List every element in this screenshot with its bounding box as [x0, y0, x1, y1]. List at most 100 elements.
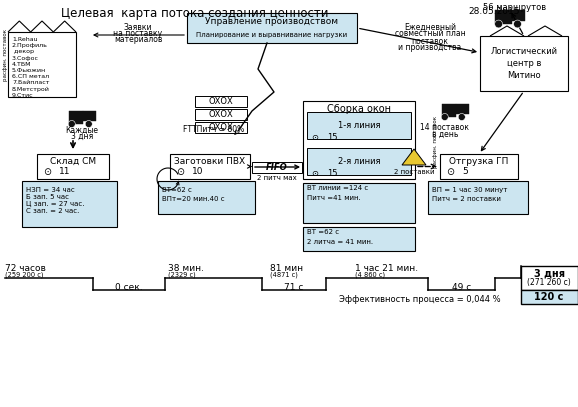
- Text: 0 сек.: 0 сек.: [115, 282, 143, 291]
- Circle shape: [495, 20, 502, 28]
- Text: Управление производством: Управление производством: [205, 18, 339, 26]
- Text: 49 с: 49 с: [453, 282, 472, 291]
- Text: декор: декор: [12, 49, 34, 55]
- Text: НЗП = 34 час: НЗП = 34 час: [26, 187, 75, 193]
- Text: Ц зап. = 27 час.: Ц зап. = 27 час.: [26, 201, 84, 207]
- Bar: [158, 181, 255, 214]
- Bar: [457, 105, 469, 114]
- Text: Питч = 2 поставки: Питч = 2 поставки: [432, 196, 501, 202]
- Text: 28.05.2015: 28.05.2015: [468, 7, 520, 16]
- Text: 1 час 21 мин.: 1 час 21 мин.: [355, 264, 418, 273]
- Text: и производства: и производства: [398, 44, 462, 53]
- Text: 3 дня: 3 дня: [533, 268, 565, 278]
- Circle shape: [441, 114, 449, 120]
- Text: Сборка окон: Сборка окон: [327, 104, 391, 114]
- Text: (259 200 с): (259 200 с): [5, 271, 43, 278]
- Bar: [303, 227, 415, 251]
- Text: 15: 15: [327, 169, 338, 179]
- Text: 2 питч мах: 2 питч мах: [257, 175, 297, 181]
- Text: Планирование и выравнивание нагрузки: Планирование и выравнивание нагрузки: [197, 32, 347, 37]
- Text: 6.СП метал: 6.СП метал: [12, 74, 49, 79]
- Text: Ежедневный: Ежедневный: [404, 22, 456, 31]
- Text: С зап. = 2 час.: С зап. = 2 час.: [26, 208, 79, 214]
- Text: Митино: Митино: [507, 71, 541, 80]
- Bar: [428, 181, 528, 214]
- Bar: [521, 266, 578, 290]
- Bar: [303, 101, 415, 179]
- Text: 81 мин: 81 мин: [270, 264, 303, 273]
- Text: ОХОХ: ОХОХ: [209, 110, 234, 119]
- Text: (4871 с): (4871 с): [270, 271, 298, 278]
- Text: 71 с: 71 с: [284, 282, 303, 291]
- Text: материалов: материалов: [114, 35, 162, 44]
- Text: ВТ =62 с: ВТ =62 с: [307, 229, 339, 235]
- Bar: [8, 32, 76, 97]
- Text: FIFO: FIFO: [266, 163, 288, 172]
- Bar: [69, 112, 83, 124]
- Text: 5: 5: [462, 168, 468, 177]
- Text: 2-я линия: 2-я линия: [338, 157, 380, 166]
- Text: 4.ТБМ: 4.ТБМ: [12, 62, 31, 67]
- Bar: [307, 148, 411, 175]
- Text: (2329 с): (2329 с): [168, 271, 196, 278]
- Text: ВТ=62 с: ВТ=62 с: [162, 187, 192, 193]
- Text: 10: 10: [192, 168, 203, 177]
- Text: 2 литча = 41 мин.: 2 литча = 41 мин.: [307, 239, 373, 245]
- Bar: [252, 162, 302, 173]
- Text: 1-я линия: 1-я линия: [338, 120, 380, 129]
- Text: на поставку: на поставку: [113, 28, 162, 37]
- Text: 15: 15: [327, 133, 338, 142]
- Text: Логистический: Логистический: [491, 47, 558, 56]
- Circle shape: [458, 114, 465, 120]
- Bar: [170, 154, 250, 179]
- Bar: [37, 154, 109, 179]
- Bar: [187, 13, 357, 43]
- Text: Заявки: Заявки: [124, 22, 152, 31]
- Text: Отгрузка ГП: Отгрузка ГП: [449, 157, 509, 166]
- Bar: [195, 109, 247, 120]
- Circle shape: [514, 20, 521, 28]
- Text: совместный план: совместный план: [395, 29, 465, 39]
- Text: Каждые: Каждые: [65, 125, 98, 134]
- Text: ОХОХ: ОХОХ: [209, 97, 234, 106]
- Text: ⊙: ⊙: [446, 167, 454, 177]
- Text: ⊙: ⊙: [312, 133, 318, 142]
- Text: ⊙: ⊙: [176, 167, 184, 177]
- Text: 38 мин.: 38 мин.: [168, 264, 204, 273]
- Text: поставок: поставок: [412, 37, 449, 46]
- Text: центр в: центр в: [507, 59, 541, 68]
- Text: Склад СМ: Склад СМ: [50, 157, 96, 166]
- Text: ⊙: ⊙: [312, 169, 318, 179]
- Text: 5.Фьюжин: 5.Фьюжин: [12, 68, 46, 73]
- Bar: [83, 112, 95, 121]
- Bar: [521, 290, 578, 304]
- Text: расфин. поставок: расфин. поставок: [432, 116, 438, 168]
- Text: 56 маршрутов: 56 маршрутов: [483, 2, 547, 11]
- Text: Целевая  карта потока создания ценности: Целевая карта потока создания ценности: [61, 7, 329, 20]
- Bar: [195, 96, 247, 107]
- Bar: [195, 122, 247, 133]
- Text: (4 860 с): (4 860 с): [355, 271, 385, 278]
- Text: ⊙: ⊙: [43, 167, 51, 177]
- Bar: [495, 10, 512, 24]
- Text: 3.Софос: 3.Софос: [12, 56, 39, 61]
- Text: 8.Метстрой: 8.Метстрой: [12, 87, 50, 92]
- Text: 9.Стис: 9.Стис: [12, 93, 34, 98]
- Bar: [480, 36, 568, 91]
- Text: 11: 11: [59, 168, 71, 177]
- Text: FТТПитч = 80%: FТТПитч = 80%: [183, 125, 244, 133]
- Bar: [303, 183, 415, 223]
- Text: ВП = 1 час 30 минут: ВП = 1 час 30 минут: [432, 187, 507, 193]
- Bar: [307, 112, 411, 139]
- Bar: [442, 105, 457, 117]
- Text: 14 поставок: 14 поставок: [421, 123, 469, 131]
- Text: Питч =41 мин.: Питч =41 мин.: [307, 195, 361, 201]
- Text: Эффективность процесса = 0,044 %: Эффективность процесса = 0,044 %: [339, 295, 501, 304]
- Circle shape: [85, 120, 92, 127]
- Text: (271 260 с): (271 260 с): [527, 278, 571, 287]
- Text: 1.Rehau: 1.Rehau: [12, 37, 38, 42]
- Text: 7.Байпласт: 7.Байпласт: [12, 81, 49, 85]
- Text: Заготовки ПВХ: Заготовки ПВХ: [175, 157, 246, 166]
- Text: ОХОХ: ОХОХ: [209, 123, 234, 132]
- Text: 3 дня: 3 дня: [71, 131, 93, 140]
